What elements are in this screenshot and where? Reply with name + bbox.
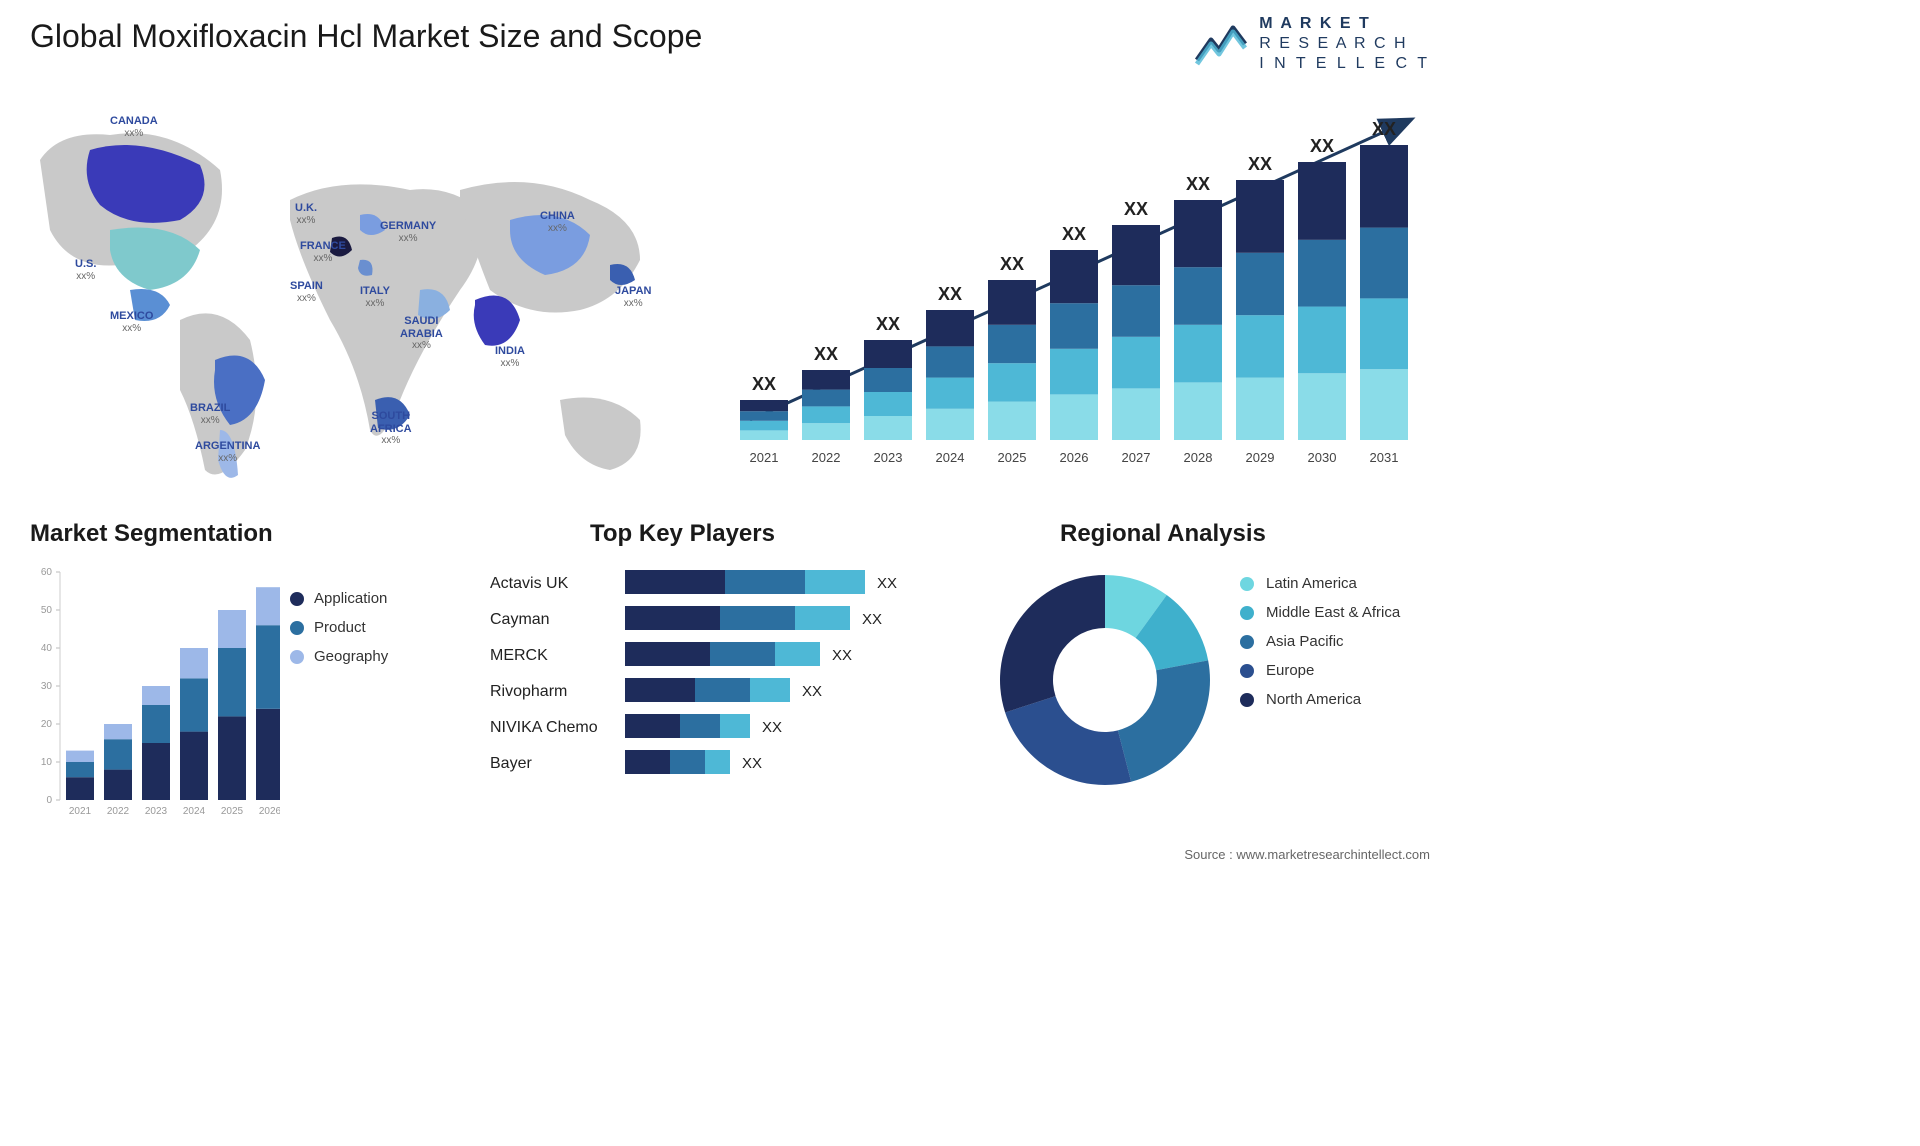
players-svg: Actavis UK XX Cayman XX MERCK XX Rivopharm XX NI… (490, 560, 970, 830)
svg-text:XX: XX (1372, 119, 1396, 139)
svg-text:2030: 2030 (1308, 450, 1337, 465)
svg-text:Rivopharm: Rivopharm (490, 683, 567, 700)
svg-text:20: 20 (41, 719, 53, 730)
svg-text:2025: 2025 (221, 806, 244, 817)
svg-text:Cayman: Cayman (490, 611, 550, 628)
svg-text:XX: XX (877, 575, 897, 592)
players-title: Top Key Players (590, 520, 775, 548)
svg-text:60: 60 (41, 567, 53, 578)
svg-text:XX: XX (1248, 154, 1272, 174)
svg-text:2022: 2022 (107, 806, 130, 817)
svg-text:XX: XX (752, 374, 776, 394)
svg-text:XX: XX (938, 284, 962, 304)
segmentation-title: Market Segmentation (30, 520, 273, 548)
svg-text:XX: XX (814, 344, 838, 364)
svg-text:2021: 2021 (750, 450, 779, 465)
segmentation-legend: Application Product Geography (290, 590, 388, 677)
map-label-brazil: BRAZILxx% (190, 402, 230, 426)
map-label-italy: ITALYxx% (360, 285, 390, 309)
logo-line3: I N T E L L E C T (1259, 54, 1430, 74)
svg-text:NIVIKA Chemo: NIVIKA Chemo (490, 719, 598, 736)
map-label-southafrica: SOUTHAFRICAxx% (370, 410, 412, 447)
seg-svg: 0 10 20 30 40 50 60 2021 2022 2023 2024 2025 2026 (30, 560, 280, 830)
donut-legend-item: Latin America (1240, 575, 1400, 592)
main-chart-svg: 2021 XX 2022 XX 2023 XX 2024 XX 2025 XX 2026 XX 2027… (730, 100, 1430, 480)
svg-text:2026: 2026 (259, 806, 280, 817)
segmentation-chart: 0 10 20 30 40 50 60 2021 2022 2023 2024 2025 2026 Ap… (30, 560, 450, 830)
logo-text: M A R K E T R E S E A R C H I N T E L L … (1259, 14, 1430, 74)
svg-text:MERCK: MERCK (490, 647, 548, 664)
map-label-saudiarabia: SAUDIARABIAxx% (400, 315, 443, 352)
players-chart: Actavis UK XX Cayman XX MERCK XX Rivopharm XX NI… (490, 560, 970, 830)
svg-text:30: 30 (41, 681, 53, 692)
svg-text:Actavis UK: Actavis UK (490, 575, 569, 592)
svg-text:2023: 2023 (145, 806, 168, 817)
svg-text:XX: XX (1186, 174, 1210, 194)
svg-text:2028: 2028 (1184, 450, 1213, 465)
regional-title: Regional Analysis (1060, 520, 1266, 548)
svg-text:XX: XX (1000, 254, 1024, 274)
brand-logo: M A R K E T R E S E A R C H I N T E L L … (1193, 14, 1430, 74)
map-label-canada: CANADAxx% (110, 115, 158, 139)
svg-text:XX: XX (876, 314, 900, 334)
svg-text:XX: XX (1062, 224, 1086, 244)
donut-legend-item: Asia Pacific (1240, 633, 1400, 650)
map-label-japan: JAPANxx% (615, 285, 651, 309)
map-label-china: CHINAxx% (540, 210, 575, 234)
donut-legend-item: Europe (1240, 662, 1400, 679)
page-title: Global Moxifloxacin Hcl Market Size and … (30, 18, 702, 55)
svg-text:Bayer: Bayer (490, 755, 532, 772)
logo-line2: R E S E A R C H (1259, 34, 1430, 54)
donut-chart: Latin America Middle East & Africa Asia Pa… (990, 560, 1440, 830)
svg-text:2026: 2026 (1060, 450, 1089, 465)
svg-text:2029: 2029 (1246, 450, 1275, 465)
svg-text:XX: XX (802, 683, 822, 700)
svg-text:XX: XX (1310, 136, 1334, 156)
map-label-spain: SPAINxx% (290, 280, 323, 304)
map-label-france: FRANCExx% (300, 240, 346, 264)
donut-svg (990, 560, 1230, 800)
svg-text:2024: 2024 (183, 806, 206, 817)
svg-text:2021: 2021 (69, 806, 92, 817)
map-svg (20, 90, 690, 500)
svg-text:XX: XX (832, 647, 852, 664)
map-label-uk: U.K.xx% (295, 202, 317, 226)
seg-legend-item: Product (290, 619, 388, 636)
map-label-us: U.S.xx% (75, 258, 96, 282)
logo-line1: M A R K E T (1259, 14, 1430, 34)
donut-legend-item: Middle East & Africa (1240, 604, 1400, 621)
world-map: CANADAxx% U.S.xx% MEXICOxx% BRAZILxx% ARGENT… (20, 90, 690, 500)
main-bar-chart: 2021 XX 2022 XX 2023 XX 2024 XX 2025 XX 2026 XX 2027… (730, 100, 1430, 480)
svg-text:XX: XX (862, 611, 882, 628)
svg-text:10: 10 (41, 757, 53, 768)
svg-text:2025: 2025 (998, 450, 1027, 465)
svg-text:2022: 2022 (812, 450, 841, 465)
source-text: Source : www.marketresearchintellect.com (1184, 847, 1430, 862)
svg-text:2024: 2024 (936, 450, 965, 465)
svg-text:2031: 2031 (1370, 450, 1399, 465)
svg-text:50: 50 (41, 605, 53, 616)
svg-text:XX: XX (1124, 199, 1148, 219)
donut-legend-item: North America (1240, 691, 1400, 708)
donut-legend: Latin America Middle East & Africa Asia Pa… (1240, 575, 1400, 720)
svg-text:XX: XX (742, 755, 762, 772)
map-label-argentina: ARGENTINAxx% (195, 440, 260, 464)
svg-text:40: 40 (41, 643, 53, 654)
svg-text:2023: 2023 (874, 450, 903, 465)
svg-text:XX: XX (762, 719, 782, 736)
svg-text:2027: 2027 (1122, 450, 1151, 465)
seg-legend-item: Application (290, 590, 388, 607)
svg-text:0: 0 (46, 795, 52, 806)
logo-mark-icon (1193, 16, 1249, 72)
map-label-mexico: MEXICOxx% (110, 310, 153, 334)
map-label-germany: GERMANYxx% (380, 220, 436, 244)
map-label-india: INDIAxx% (495, 345, 525, 369)
seg-legend-item: Geography (290, 648, 388, 665)
